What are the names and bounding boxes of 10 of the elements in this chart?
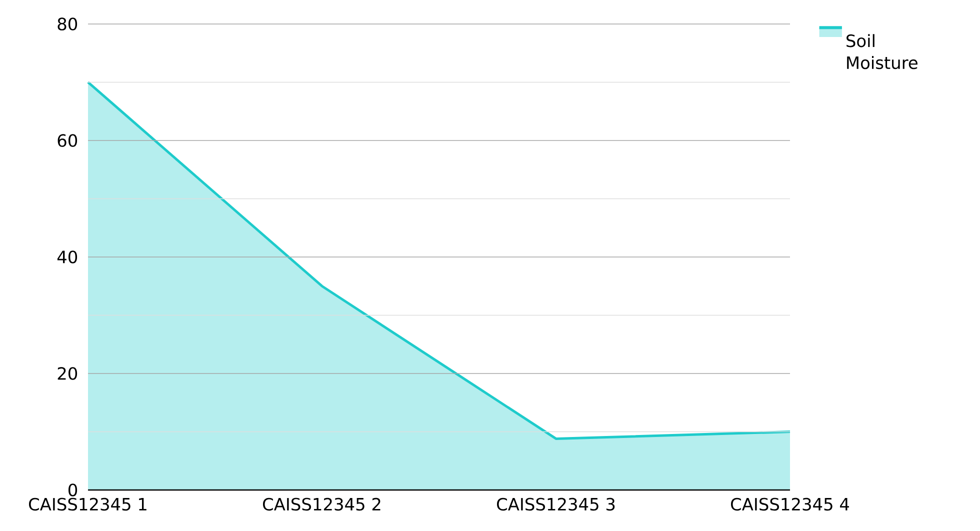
y-tick-label: 60 xyxy=(58,134,78,147)
x-tick-label: CAISS12345 2 xyxy=(262,498,380,511)
legend-label: Soil Moisture xyxy=(846,34,918,70)
x-tick-label: CAISS12345 4 xyxy=(730,498,849,511)
x-tick-label: CAISS12345 1 xyxy=(28,498,146,511)
y-tick-label: 20 xyxy=(58,367,78,380)
x-tick-label: CAISS12345 3 xyxy=(496,498,615,511)
y-tick-label: 80 xyxy=(58,18,78,30)
y-tick-label: 40 xyxy=(57,250,78,264)
y-tick-label: 0 xyxy=(68,484,78,496)
